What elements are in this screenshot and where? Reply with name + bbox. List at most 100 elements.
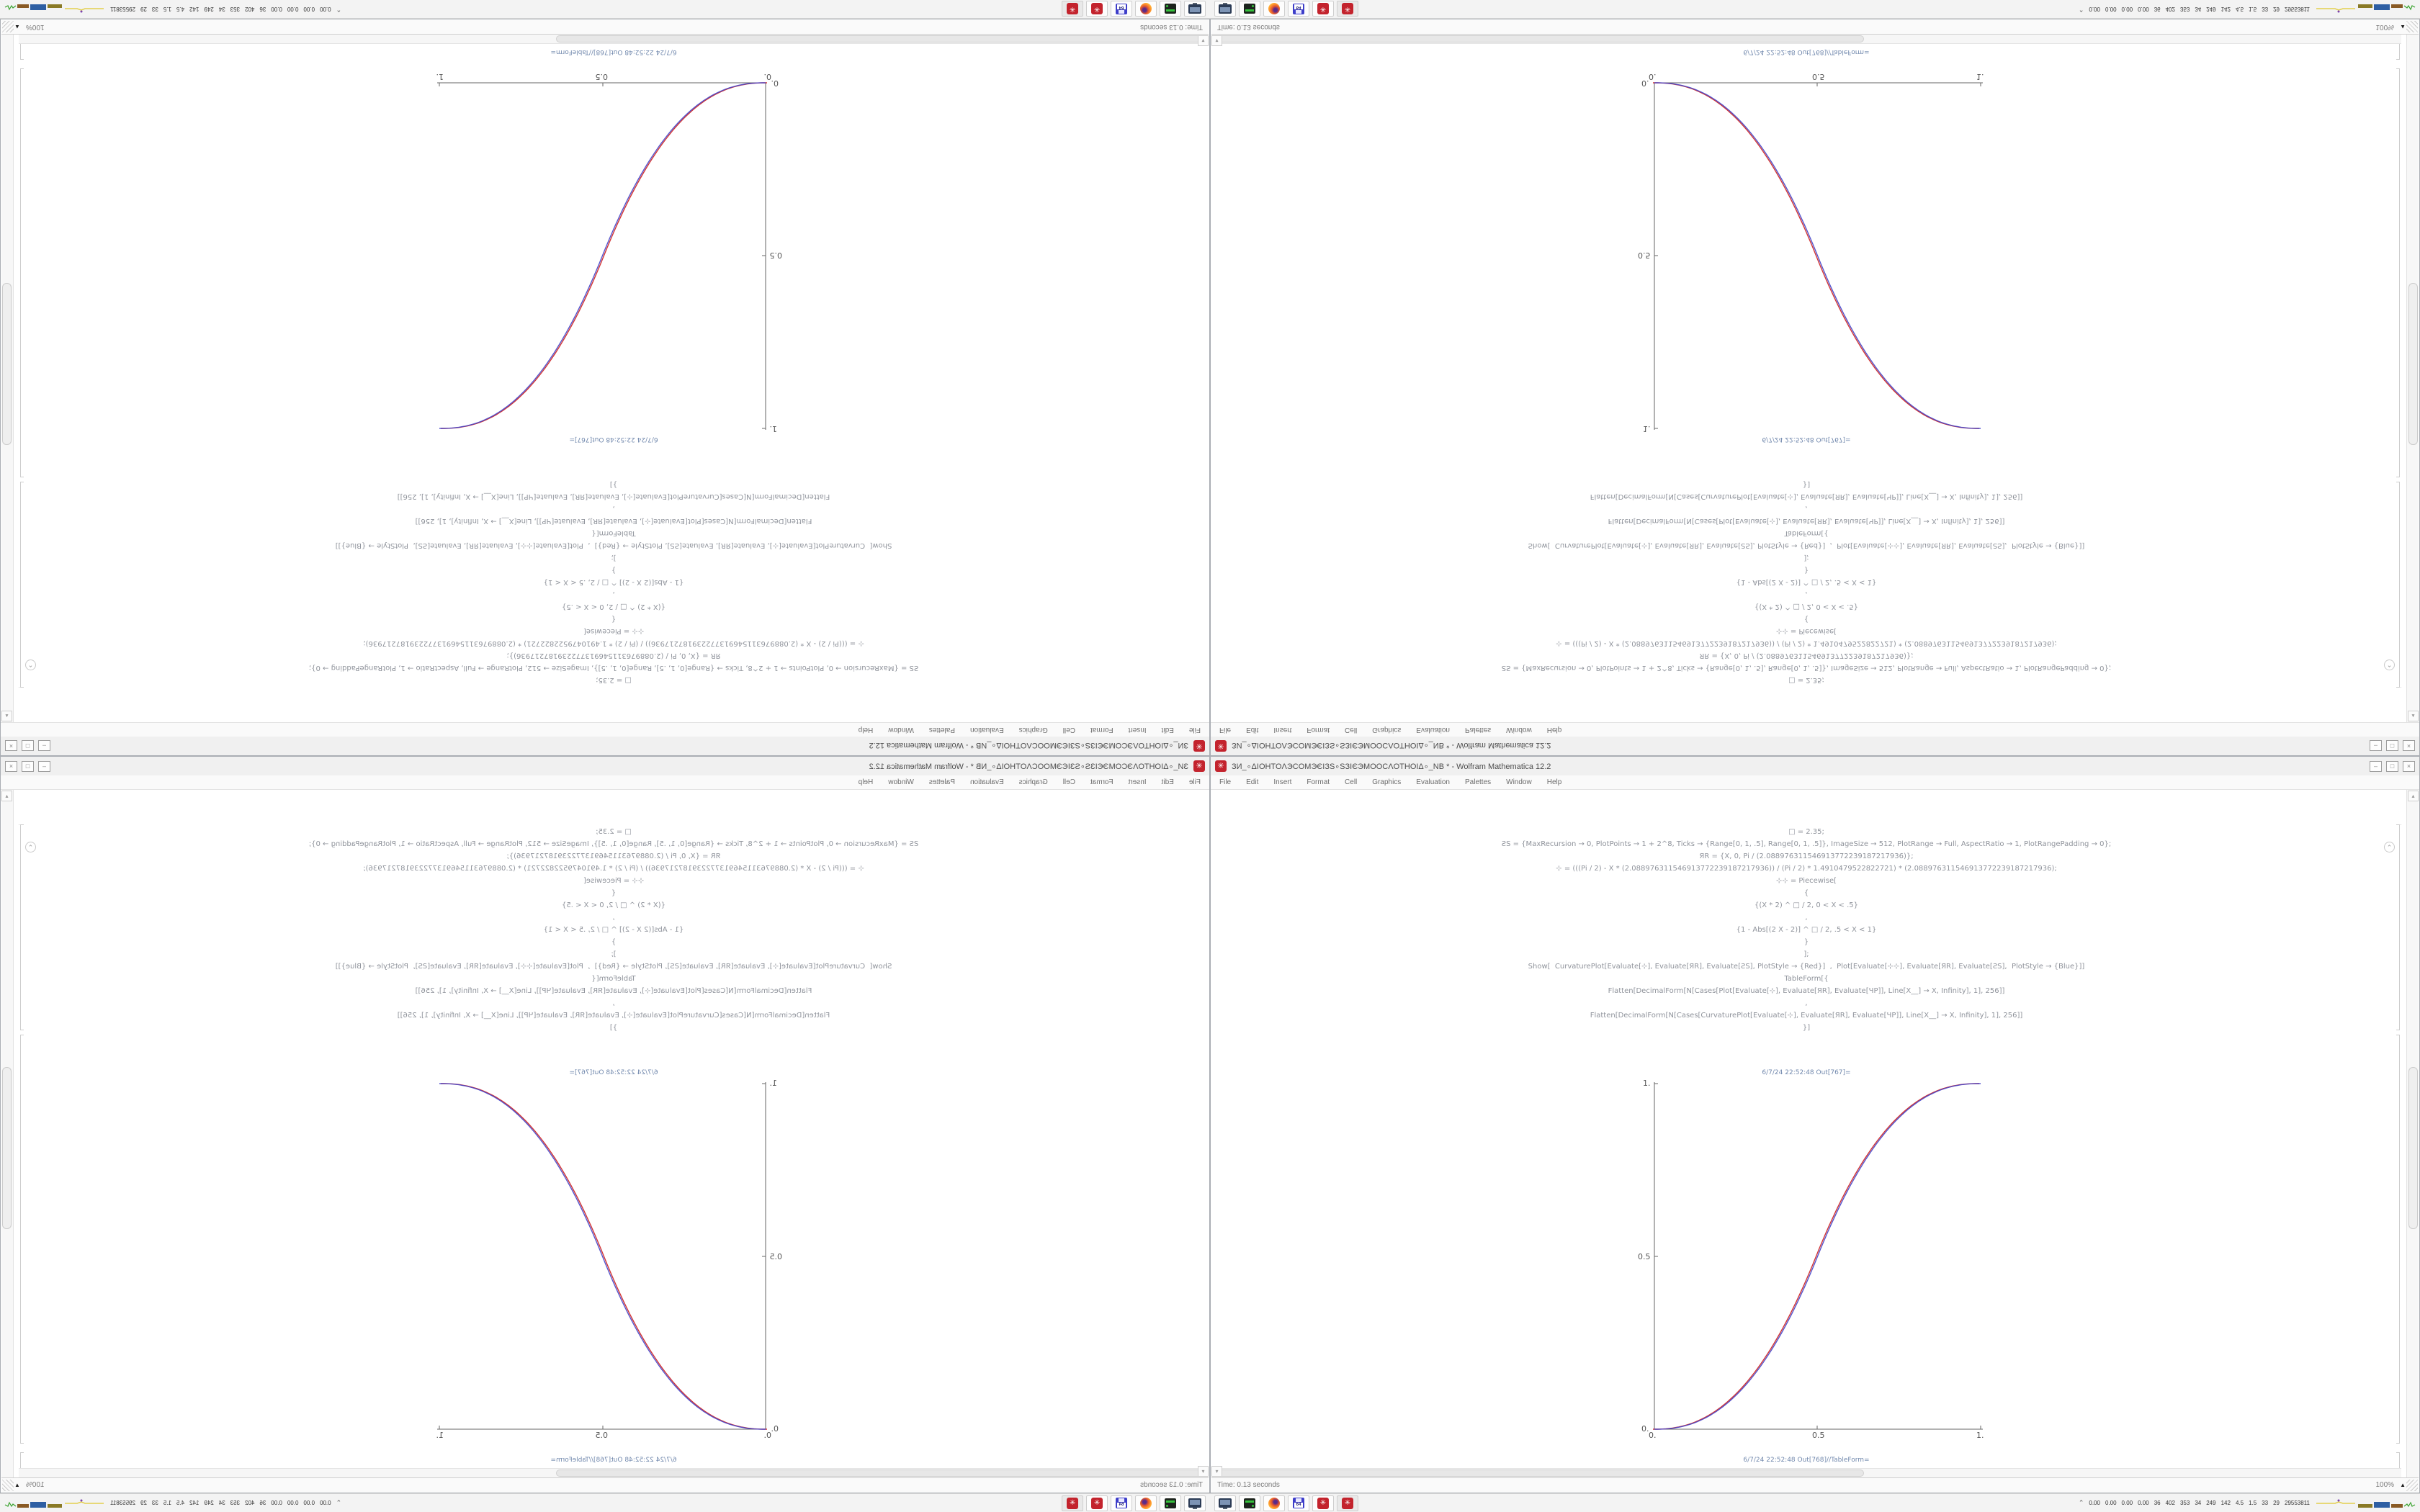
taskbar-button-monitor[interactable]: [1184, 1, 1206, 17]
menu-item-file[interactable]: File: [1219, 726, 1232, 734]
notebook-input-line-piecewise[interactable]: ⊹⊹ = Piecewise[: [583, 877, 645, 885]
maximize-button[interactable]: □: [2386, 740, 2398, 752]
scroll-up-arrow[interactable]: ▴: [1, 711, 12, 721]
zoom-level[interactable]: 100%: [2375, 23, 2395, 31]
vertical-scroll-thumb[interactable]: [2408, 283, 2418, 445]
taskbar-button-mathematica-2[interactable]: ✳: [1062, 1, 1083, 17]
notebook-input-line-item[interactable]: ,: [612, 505, 615, 513]
taskbar-button-drive[interactable]: [1160, 1495, 1181, 1511]
input-cell-bracket[interactable]: [20, 824, 24, 1030]
menu-item-file[interactable]: File: [1188, 726, 1201, 734]
notebook-input-line-flattendecimalformncases[interactable]: Flatten[DecimalForm[N[Cases[Plot[Evaluat…: [1608, 987, 2005, 995]
magnification-icon[interactable]: ▲: [14, 24, 20, 30]
minimize-button[interactable]: –: [2370, 760, 2382, 772]
chevron-up-icon[interactable]: ⌃: [2384, 842, 2395, 852]
horizontal-scrollbar[interactable]: [1211, 1468, 2401, 1477]
menu-item-format[interactable]: Format: [1307, 726, 1330, 734]
notebook-input-line-item[interactable]: }: [611, 938, 617, 946]
tray-hidden-icons-chevron-icon[interactable]: ⌃: [2078, 6, 2084, 13]
maximize-button[interactable]: □: [22, 740, 34, 752]
notebook-input-line-item[interactable]: ,: [1805, 999, 1808, 1007]
vertical-scroll-thumb[interactable]: [2, 1067, 12, 1229]
maximize-button[interactable]: □: [22, 760, 34, 772]
plot-cell-bracket[interactable]: [2396, 68, 2400, 477]
notebook-input-line-item[interactable]: ];: [1803, 554, 1809, 562]
notebook-input-line-showcurvatureplotevaluat[interactable]: Show[ CurvaturePlot[Evaluate[⊹], Evaluat…: [1528, 963, 2085, 971]
notebook-input-line-flattendecimalformncases[interactable]: Flatten[DecimalForm[N[Cases[CurvaturePlo…: [1590, 492, 2023, 500]
vertical-scrollbar[interactable]: ▴: [1, 790, 14, 1480]
menu-item-cell[interactable]: Cell: [1062, 726, 1075, 734]
title-bar[interactable]: ✳ ЗИ_∘ΔIOHTOΛЭCOMЭЄIЗЅ∘ЅЗIЄЭMOOCΛOTHOIΔ∘…: [1211, 757, 2419, 775]
chevron-up-icon[interactable]: ⌃: [25, 660, 36, 670]
scroll-down-arrow[interactable]: ▾: [1198, 35, 1209, 46]
notebook-input-line-item[interactable]: }: [1803, 938, 1809, 946]
taskbar-button-firefox[interactable]: [1135, 1, 1157, 17]
taskbar-button-monitor[interactable]: [1214, 1495, 1236, 1511]
notebook-input-line-item[interactable]: }: [1803, 566, 1809, 574]
title-bar[interactable]: ✳ ЗИ_∘ΔIOHTOΛЭCOMЭЄIЗЅ∘ЅЗIЄЭMOOCΛOTHOIΔ∘…: [1, 737, 1209, 755]
menu-item-evaluation[interactable]: Evaluation: [970, 726, 1004, 734]
notebook-input-line-maxrecursion0plotpoints1[interactable]: ƧЅ = {MaxRecursion → 0, PlotPoints → 1 +…: [1501, 664, 2112, 672]
notebook-input-line-maxrecursion0plotpoints1[interactable]: ƧЅ = {MaxRecursion → 0, PlotPoints → 1 +…: [308, 840, 919, 848]
notebook-input-line-item[interactable]: ,: [612, 590, 615, 598]
menu-item-file[interactable]: File: [1219, 778, 1232, 786]
horizontal-scrollbar[interactable]: [19, 35, 1209, 44]
notebook-input-line-item[interactable]: }]: [609, 480, 618, 488]
notebook-content[interactable]: □ = 2.35; ƧЅ = {MaxRecursion → 0, PlotPoi…: [1211, 790, 2401, 1470]
menu-item-cell[interactable]: Cell: [1345, 778, 1358, 786]
tray-hidden-icons-chevron-icon[interactable]: ⌃: [336, 6, 342, 13]
menu-item-cell[interactable]: Cell: [1062, 778, 1075, 786]
vertical-scrollbar[interactable]: ▴: [2406, 790, 2419, 1480]
menu-item-window[interactable]: Window: [1506, 778, 1532, 786]
minimize-button[interactable]: –: [38, 740, 50, 752]
menu-item-help[interactable]: Help: [1546, 726, 1562, 734]
taskbar-button-mathematica-1[interactable]: ✳: [1312, 1495, 1334, 1511]
magnification-icon[interactable]: ▲: [2400, 1482, 2406, 1488]
notebook-input-line-flattendecimalformncases[interactable]: Flatten[DecimalForm[N[Cases[CurvaturePlo…: [1590, 1012, 2023, 1020]
notebook-input-line-rx0pi2088976311546913772[interactable]: ЯR = {X, 0, Pi / (2.08897631154691377223…: [1699, 852, 1914, 860]
table-cell-bracket[interactable]: [2396, 42, 2400, 60]
taskbar-button-mathematica-2[interactable]: ✳: [1337, 1495, 1358, 1511]
menu-item-edit[interactable]: Edit: [1161, 778, 1174, 786]
menu-item-evaluation[interactable]: Evaluation: [1416, 778, 1450, 786]
notebook-input-line-pi2x20889763115469137722[interactable]: ⊹ = (((Pi / 2) - X * (2.0889763115469137…: [1556, 639, 2057, 647]
notebook-input-line-rx0pi2088976311546913772[interactable]: ЯR = {X, 0, Pi / (2.08897631154691377223…: [506, 652, 721, 660]
horizontal-scrollbar[interactable]: [19, 1468, 1209, 1477]
taskbar-button-floppy64[interactable]: 64: [1111, 1495, 1132, 1511]
menu-item-palettes[interactable]: Palettes: [1465, 726, 1492, 734]
menu-item-help[interactable]: Help: [1546, 778, 1562, 786]
notebook-input-line-item[interactable]: ,: [1805, 505, 1808, 513]
horizontal-scroll-thumb[interactable]: [556, 35, 1208, 42]
menu-item-insert[interactable]: Insert: [1128, 726, 1147, 734]
notebook-input-line-235[interactable]: □ = 2.35;: [1788, 828, 1824, 836]
menu-item-edit[interactable]: Edit: [1246, 726, 1259, 734]
scroll-down-arrow[interactable]: ▾: [1211, 35, 1222, 46]
close-button[interactable]: ×: [2403, 740, 2415, 752]
notebook-input-line-item[interactable]: ,: [612, 999, 615, 1007]
close-button[interactable]: ×: [5, 760, 17, 772]
notebook-input-line-235[interactable]: □ = 2.35;: [596, 828, 632, 836]
notebook-input-line-x220x5[interactable]: {(X * 2) ^ □ / 2, 0 < X < .5}: [1754, 901, 1858, 909]
zoom-level[interactable]: 100%: [25, 1481, 45, 1489]
notebook-input-line-showcurvatureplotevaluat[interactable]: Show[ CurvaturePlot[Evaluate[⊹], Evaluat…: [1528, 541, 2085, 549]
notebook-content[interactable]: □ = 2.35; ƧЅ = {MaxRecursion → 0, PlotPoi…: [19, 790, 1209, 1470]
notebook-input-line-x220x5[interactable]: {(X * 2) ^ □ / 2, 0 < X < .5}: [1754, 603, 1858, 611]
scroll-down-arrow[interactable]: ▾: [1211, 1466, 1222, 1477]
menu-item-format[interactable]: Format: [1090, 778, 1113, 786]
notebook-input-line-item[interactable]: ,: [612, 914, 615, 922]
notebook-input-line-tableform[interactable]: TableForm[{: [591, 529, 636, 537]
input-cell[interactable]: □ = 2.35; ƧЅ = {MaxRecursion → 0, PlotPoi…: [1211, 478, 2401, 686]
menu-item-window[interactable]: Window: [888, 778, 914, 786]
close-button[interactable]: ×: [2403, 760, 2415, 772]
taskbar-button-mathematica-1[interactable]: ✳: [1086, 1495, 1108, 1511]
menu-item-window[interactable]: Window: [1506, 726, 1532, 734]
table-cell-bracket[interactable]: [2396, 1452, 2400, 1470]
notebook-input-line-item[interactable]: ];: [611, 554, 617, 562]
menu-item-evaluation[interactable]: Evaluation: [970, 778, 1004, 786]
notebook-input-line-235[interactable]: □ = 2.35;: [1788, 676, 1824, 684]
menu-item-edit[interactable]: Edit: [1161, 726, 1174, 734]
menu-item-help[interactable]: Help: [858, 778, 874, 786]
taskbar-button-floppy64[interactable]: 64: [1288, 1, 1309, 17]
notebook-content[interactable]: □ = 2.35; ƧЅ = {MaxRecursion → 0, PlotPoi…: [1211, 42, 2401, 722]
notebook-input-line-pi2x20889763115469137722[interactable]: ⊹ = (((Pi / 2) - X * (2.0889763115469137…: [363, 865, 864, 873]
